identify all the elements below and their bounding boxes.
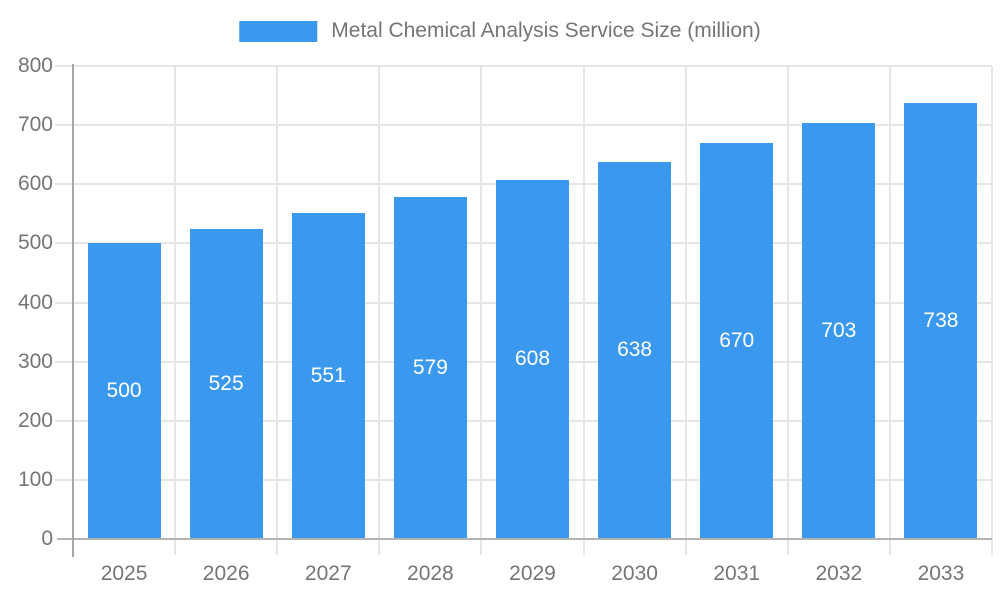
bar-value-label: 608	[514, 347, 551, 371]
bar[interactable]: 638	[598, 161, 672, 539]
gridline-vertical	[480, 66, 483, 539]
x-axis-label: 2031	[713, 562, 761, 585]
bar[interactable]: 670	[700, 142, 774, 539]
y-axis-label: 300	[17, 349, 53, 373]
x-axis-label: 2030	[611, 562, 658, 585]
legend-swatch	[239, 20, 318, 42]
x-axis-tick	[276, 539, 279, 555]
y-axis-tick	[55, 419, 73, 422]
y-axis-tick	[55, 65, 73, 67]
bar[interactable]: 579	[393, 196, 467, 539]
y-axis-label: 400	[17, 290, 53, 314]
y-axis-label: 100	[17, 467, 53, 491]
y-axis-tick	[55, 242, 73, 245]
gridline-vertical	[174, 66, 177, 539]
x-axis-label: 2026	[202, 562, 250, 585]
x-axis-label: 2029	[509, 562, 556, 585]
x-axis-tick	[480, 539, 483, 555]
bar-value-label: 738	[923, 308, 959, 332]
x-axis-label: 2032	[815, 562, 863, 585]
y-axis-label: 500	[17, 231, 53, 255]
x-axis-label: 2025	[100, 562, 148, 585]
legend-label: Metal Chemical Analysis Service Size (mi…	[331, 19, 761, 42]
bar[interactable]: 525	[189, 228, 263, 539]
x-axis-tick	[684, 539, 687, 555]
gridline-vertical	[888, 66, 891, 539]
x-axis-tick	[786, 539, 789, 555]
bar-value-label: 551	[310, 364, 346, 388]
x-axis-label: 2033	[917, 562, 965, 585]
x-axis-tick	[174, 539, 177, 555]
gridline-vertical	[786, 66, 789, 539]
y-axis-label: 0	[41, 527, 53, 550]
bar[interactable]: 608	[496, 179, 569, 539]
bar-value-label: 638	[617, 338, 653, 362]
bar-value-label: 525	[208, 371, 244, 395]
gridline-vertical	[684, 66, 687, 539]
y-axis-label: 700	[17, 113, 53, 137]
bar-value-label: 670	[719, 328, 755, 352]
bar[interactable]: 551	[291, 213, 365, 539]
bar[interactable]: 500	[87, 243, 161, 539]
x-axis-label: 2027	[304, 562, 352, 585]
bar-value-label: 703	[821, 319, 857, 343]
gridline-vertical	[276, 66, 279, 539]
y-axis-tick	[55, 124, 73, 127]
bar-value-label: 579	[412, 355, 448, 379]
bar-value-label: 500	[106, 379, 142, 403]
gridline-vertical	[582, 66, 585, 539]
gridline-vertical	[991, 66, 993, 539]
x-axis-tick	[991, 539, 993, 555]
bar[interactable]: 738	[904, 102, 978, 539]
x-axis-tick	[582, 539, 585, 555]
x-axis-label: 2028	[407, 562, 454, 585]
y-axis-tick	[55, 183, 73, 186]
x-axis-line	[57, 538, 992, 540]
y-axis-label: 200	[17, 408, 53, 432]
gridline-horizontal	[73, 124, 992, 127]
gridline-horizontal	[73, 65, 992, 67]
gridline-vertical	[378, 66, 381, 539]
legend[interactable]: Metal Chemical Analysis Service Size (mi…	[239, 19, 761, 43]
y-axis-label: 800	[17, 54, 53, 77]
bar[interactable]: 703	[802, 123, 876, 539]
y-axis-label: 600	[17, 172, 53, 196]
y-axis-tick	[55, 360, 73, 363]
y-axis-tick	[55, 301, 73, 304]
y-axis-line	[72, 64, 74, 557]
y-axis-tick	[55, 478, 73, 481]
x-axis-tick	[378, 539, 381, 555]
x-axis-tick	[888, 539, 891, 555]
